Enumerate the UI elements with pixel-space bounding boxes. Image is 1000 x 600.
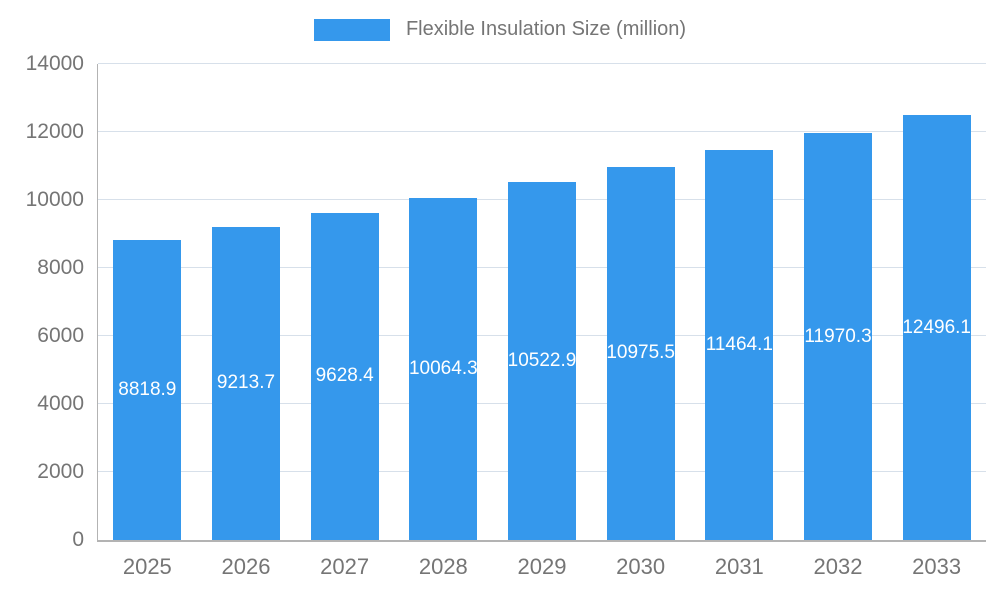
bar: 11970.3 [804,133,872,540]
y-axis-tick-label: 2000 [37,460,84,483]
legend-swatch [313,18,390,41]
bar-value-label: 9213.7 [216,372,276,394]
x-axis-tick-label: 2025 [122,554,172,579]
x-axis-tick-label: 2027 [320,554,370,579]
bar: 12496.1 [902,115,971,540]
y-axis-tick-label: 4000 [37,392,84,415]
bar-value-label: 8818.9 [118,379,177,401]
y-axis-tick-label: 0 [72,528,84,551]
y-axis-tick-label: 12000 [25,120,84,143]
y-axis-tick-label: 8000 [37,256,84,279]
bar-value-label: 10975.5 [606,342,675,364]
plot-area: 0 2000 4000 6000 8000 10000 12000 14000 8818.9 20… [26,52,986,579]
x-axis-tick-label: 2031 [714,554,764,579]
bar: 10522.9 [508,182,576,540]
bar-value-label: 9628.4 [315,365,374,387]
x-axis-tick-label: 2026 [221,554,271,579]
legend: Flexible Insulation Size (million) [0,18,1000,41]
bar-value-label: 11970.3 [804,325,872,347]
legend-label: Flexible Insulation Size (million) [405,18,687,40]
y-axis-tick-label: 6000 [37,324,84,347]
bar-value-label: 12496.1 [902,316,971,338]
bar: 9628.4 [310,212,379,540]
x-axis-tick-label: 2029 [517,554,567,579]
x-axis-tick-label: 2033 [912,554,962,579]
bar-value-label: 10064.3 [408,357,478,379]
bar: 10975.5 [606,166,675,540]
bar: 10064.3 [408,197,478,540]
bar-value-label: 10522.9 [507,350,577,372]
gridline [98,63,986,64]
x-axis-tick-label: 2030 [616,554,666,579]
bar: 9213.7 [211,226,280,540]
bar: 8818.9 [113,240,182,540]
bar: 11464.1 [705,150,774,540]
bar-value-label: 11464.1 [705,334,773,356]
gridline [98,131,986,132]
y-axis-tick-label: 10000 [25,188,84,211]
x-axis-tick-label: 2028 [418,554,468,579]
x-axis-tick-label: 2032 [813,554,863,579]
y-axis-tick-label: 14000 [25,52,84,75]
